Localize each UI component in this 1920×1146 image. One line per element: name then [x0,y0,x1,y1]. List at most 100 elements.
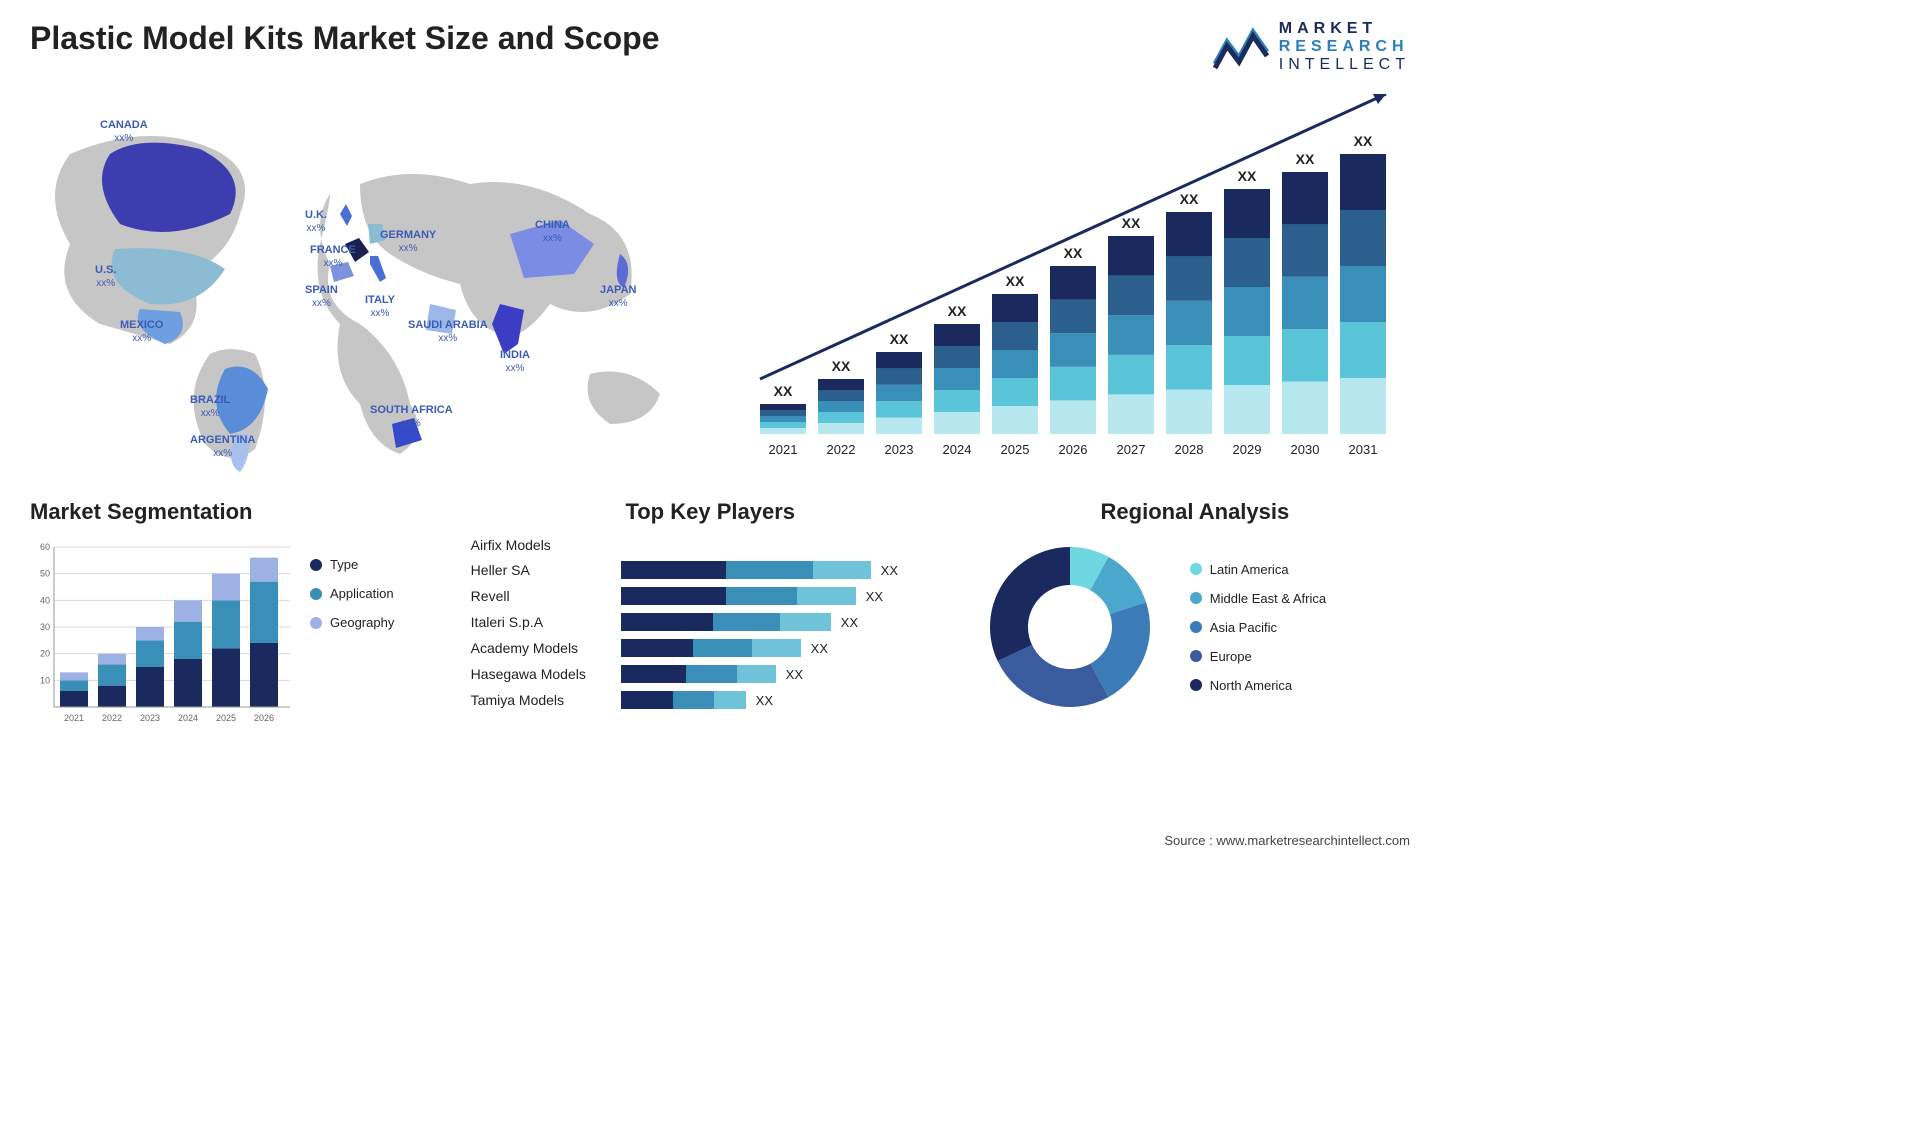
player-bar-segment [797,587,856,605]
map-label-brazil: BRAZILxx% [190,394,230,420]
regional-donut-chart [980,537,1160,717]
player-bar-segment [621,691,674,709]
player-name: Italeri S.p.A [471,614,621,630]
player-value: XX [841,615,858,630]
player-value: XX [866,589,883,604]
player-value: XX [811,641,828,656]
legend-label: North America [1210,678,1292,693]
player-name: Airfix Models [471,537,621,553]
player-bar-segment [713,613,780,631]
player-bar-segment [813,561,871,579]
player-name: Heller SA [471,562,621,578]
player-bar-segment [621,613,713,631]
svg-text:2024: 2024 [943,442,972,457]
regional-panel: Regional Analysis Latin AmericaMiddle Ea… [980,499,1410,727]
top-row: CANADAxx%U.S.xx%MEXICOxx%BRAZILxx%ARGENT… [30,94,1410,474]
segmentation-chart: 102030405060202120222023202420252026 [30,537,290,727]
player-bar-segment [621,561,726,579]
legend-dot-icon [1190,563,1202,575]
svg-text:2030: 2030 [1291,442,1320,457]
player-bar-segment [737,665,776,683]
legend-label: Asia Pacific [1210,620,1277,635]
player-row: Airfix Models [471,537,950,553]
seg-legend-application: Application [310,586,394,601]
region-legend-item: Asia Pacific [1190,620,1326,635]
svg-text:60: 60 [40,542,50,552]
svg-text:2024: 2024 [178,713,198,723]
map-label-spain: SPAINxx% [305,284,338,310]
svg-text:XX: XX [1296,151,1315,167]
legend-dot-icon [310,617,322,629]
map-label-germany: GERMANYxx% [380,229,436,255]
player-name: Hasegawa Models [471,666,621,682]
player-bar-segment [780,613,830,631]
svg-text:XX: XX [1064,245,1083,261]
player-row: Revell XX [471,587,950,605]
player-bar-segment [714,691,745,709]
seg-legend-geography: Geography [310,615,394,630]
svg-text:XX: XX [774,383,793,399]
svg-text:XX: XX [1006,273,1025,289]
player-bar-segment [686,665,737,683]
player-value: XX [756,693,773,708]
legend-label: Europe [1210,649,1252,664]
player-name: Tamiya Models [471,692,621,708]
svg-text:XX: XX [1180,191,1199,207]
legend-dot-icon [1190,592,1202,604]
player-row: Academy Models XX [471,639,950,657]
svg-text:2026: 2026 [1059,442,1088,457]
svg-text:2031: 2031 [1349,442,1378,457]
growth-forecast-chart: XX2021XX2022XX2023XX2024XX2025XX2026XX20… [750,94,1390,474]
svg-text:2021: 2021 [64,713,84,723]
logo-icon [1213,24,1269,70]
svg-text:2022: 2022 [102,713,122,723]
header: Plastic Model Kits Market Size and Scope… [30,20,1410,74]
map-label-u-s-: U.S.xx% [95,264,116,290]
player-row: Italeri S.p.A XX [471,613,950,631]
player-name: Revell [471,588,621,604]
player-row: Hasegawa ModelsXX [471,665,950,683]
players-list: Airfix ModelsHeller SAXXRevellXXItaleri … [471,537,950,709]
region-legend-item: Europe [1190,649,1326,664]
legend-label: Application [330,586,394,601]
players-title: Top Key Players [471,499,950,525]
legend-label: Latin America [1210,562,1289,577]
svg-text:30: 30 [40,622,50,632]
svg-text:XX: XX [890,331,909,347]
source-attribution: Source : www.marketresearchintellect.com [1164,833,1410,848]
svg-text:2023: 2023 [140,713,160,723]
svg-text:2025: 2025 [1001,442,1030,457]
map-label-saudi-arabia: SAUDI ARABIAxx% [408,319,488,345]
svg-text:10: 10 [40,675,50,685]
map-label-italy: ITALYxx% [365,294,395,320]
svg-text:2028: 2028 [1175,442,1204,457]
page-title: Plastic Model Kits Market Size and Scope [30,20,660,57]
player-bar [621,587,856,605]
player-bar [621,665,776,683]
legend-label: Middle East & Africa [1210,591,1326,606]
player-bar-segment [693,639,752,657]
player-name: Academy Models [471,640,621,656]
player-bar-segment [621,639,693,657]
map-label-south-africa: SOUTH AFRICAxx% [370,404,453,430]
player-bar-segment [726,561,814,579]
player-value: XX [881,563,898,578]
player-bar [621,691,746,709]
legend-dot-icon [1190,621,1202,633]
svg-text:40: 40 [40,595,50,605]
svg-text:XX: XX [1122,215,1141,231]
svg-text:XX: XX [1354,133,1373,149]
svg-text:2027: 2027 [1117,442,1146,457]
logo-text-3: INTELLECT [1279,56,1410,74]
region-legend-item: North America [1190,678,1326,693]
seg-legend-type: Type [310,557,394,572]
svg-text:XX: XX [1238,168,1257,184]
player-bar [621,613,831,631]
svg-text:2025: 2025 [216,713,236,723]
player-bar-segment [726,587,797,605]
legend-label: Type [330,557,358,572]
svg-text:2022: 2022 [827,442,856,457]
map-label-japan: JAPANxx% [600,284,636,310]
player-bar-segment [752,639,801,657]
bottom-row: Market Segmentation 10203040506020212022… [30,499,1410,727]
